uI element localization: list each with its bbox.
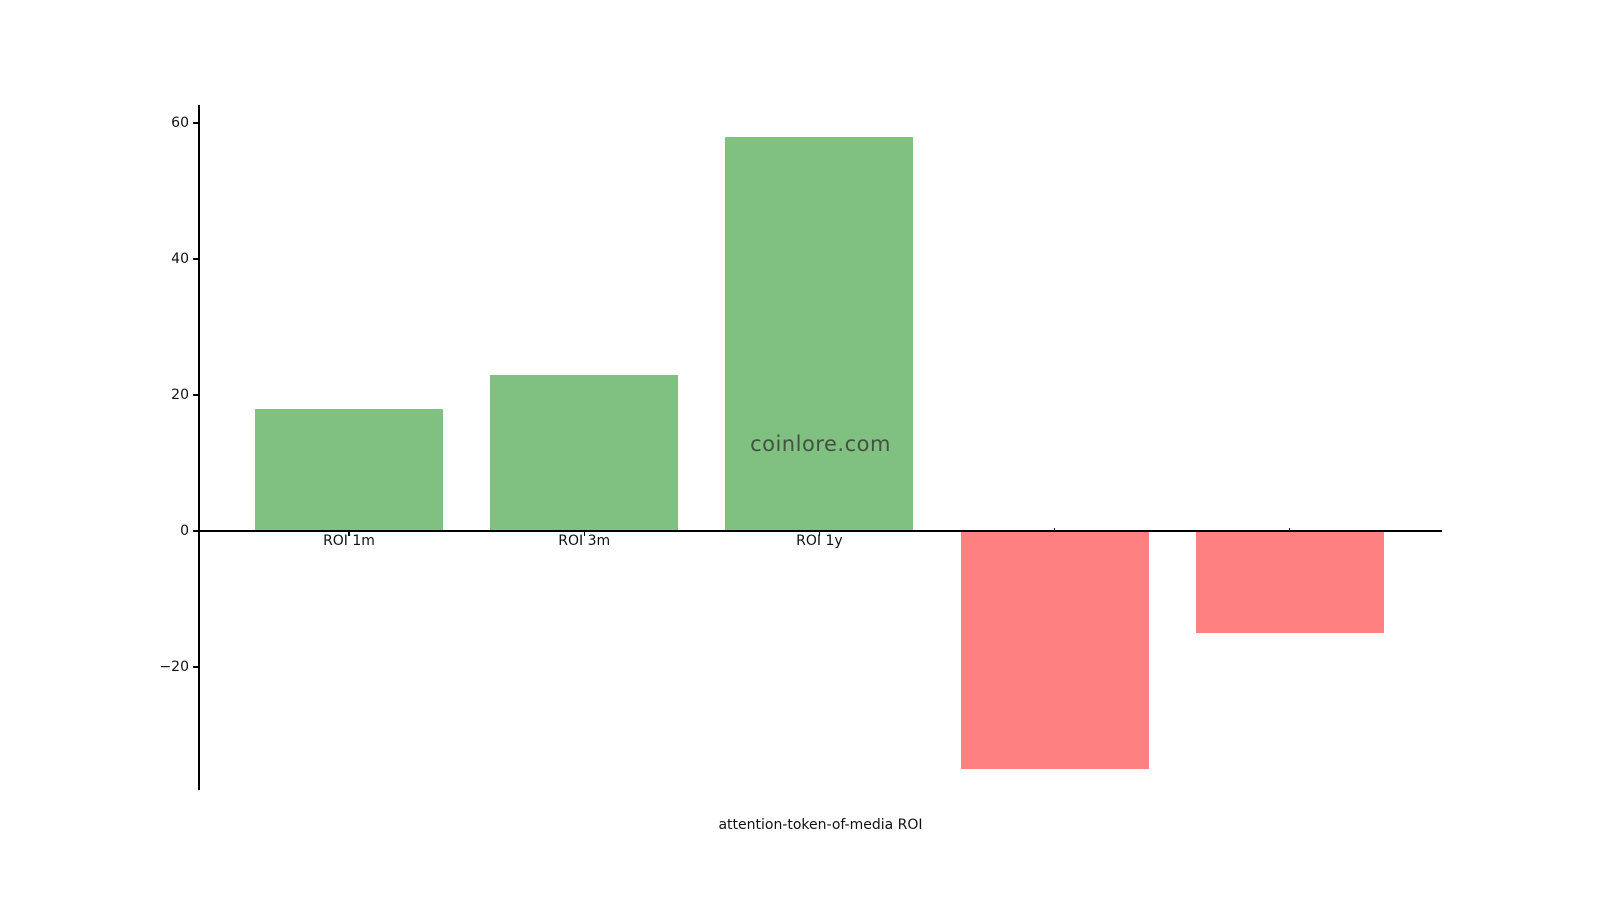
y-tick-label: 0: [180, 523, 189, 539]
y-tick: [193, 258, 199, 260]
y-tick: [193, 666, 199, 668]
x-tick: [348, 528, 350, 536]
x-axis-line: [199, 530, 1442, 532]
bar: [1195, 531, 1384, 633]
y-tick-label: 60: [171, 115, 189, 131]
y-tick-label: 40: [171, 251, 189, 267]
x-tick-label: ROI 1y: [796, 533, 843, 549]
bar: [960, 531, 1149, 769]
x-tick: [818, 528, 821, 536]
y-tick: [193, 394, 199, 396]
y-tick: [193, 530, 199, 532]
bar: [255, 408, 443, 531]
x-tick-label: ROI 1m: [323, 533, 375, 549]
y-tick-label: 20: [171, 387, 189, 403]
watermark-text: coinlore.com: [750, 432, 891, 456]
chart-caption: attention-token-of-media ROI: [718, 817, 923, 833]
bar: [725, 136, 914, 531]
y-tick-label: −20: [159, 659, 189, 675]
bar: [490, 374, 679, 531]
y-tick: [193, 122, 199, 124]
x-tick: [583, 528, 585, 536]
y-axis-line: [198, 105, 200, 790]
x-tick-label: ROI 3m: [558, 533, 611, 549]
